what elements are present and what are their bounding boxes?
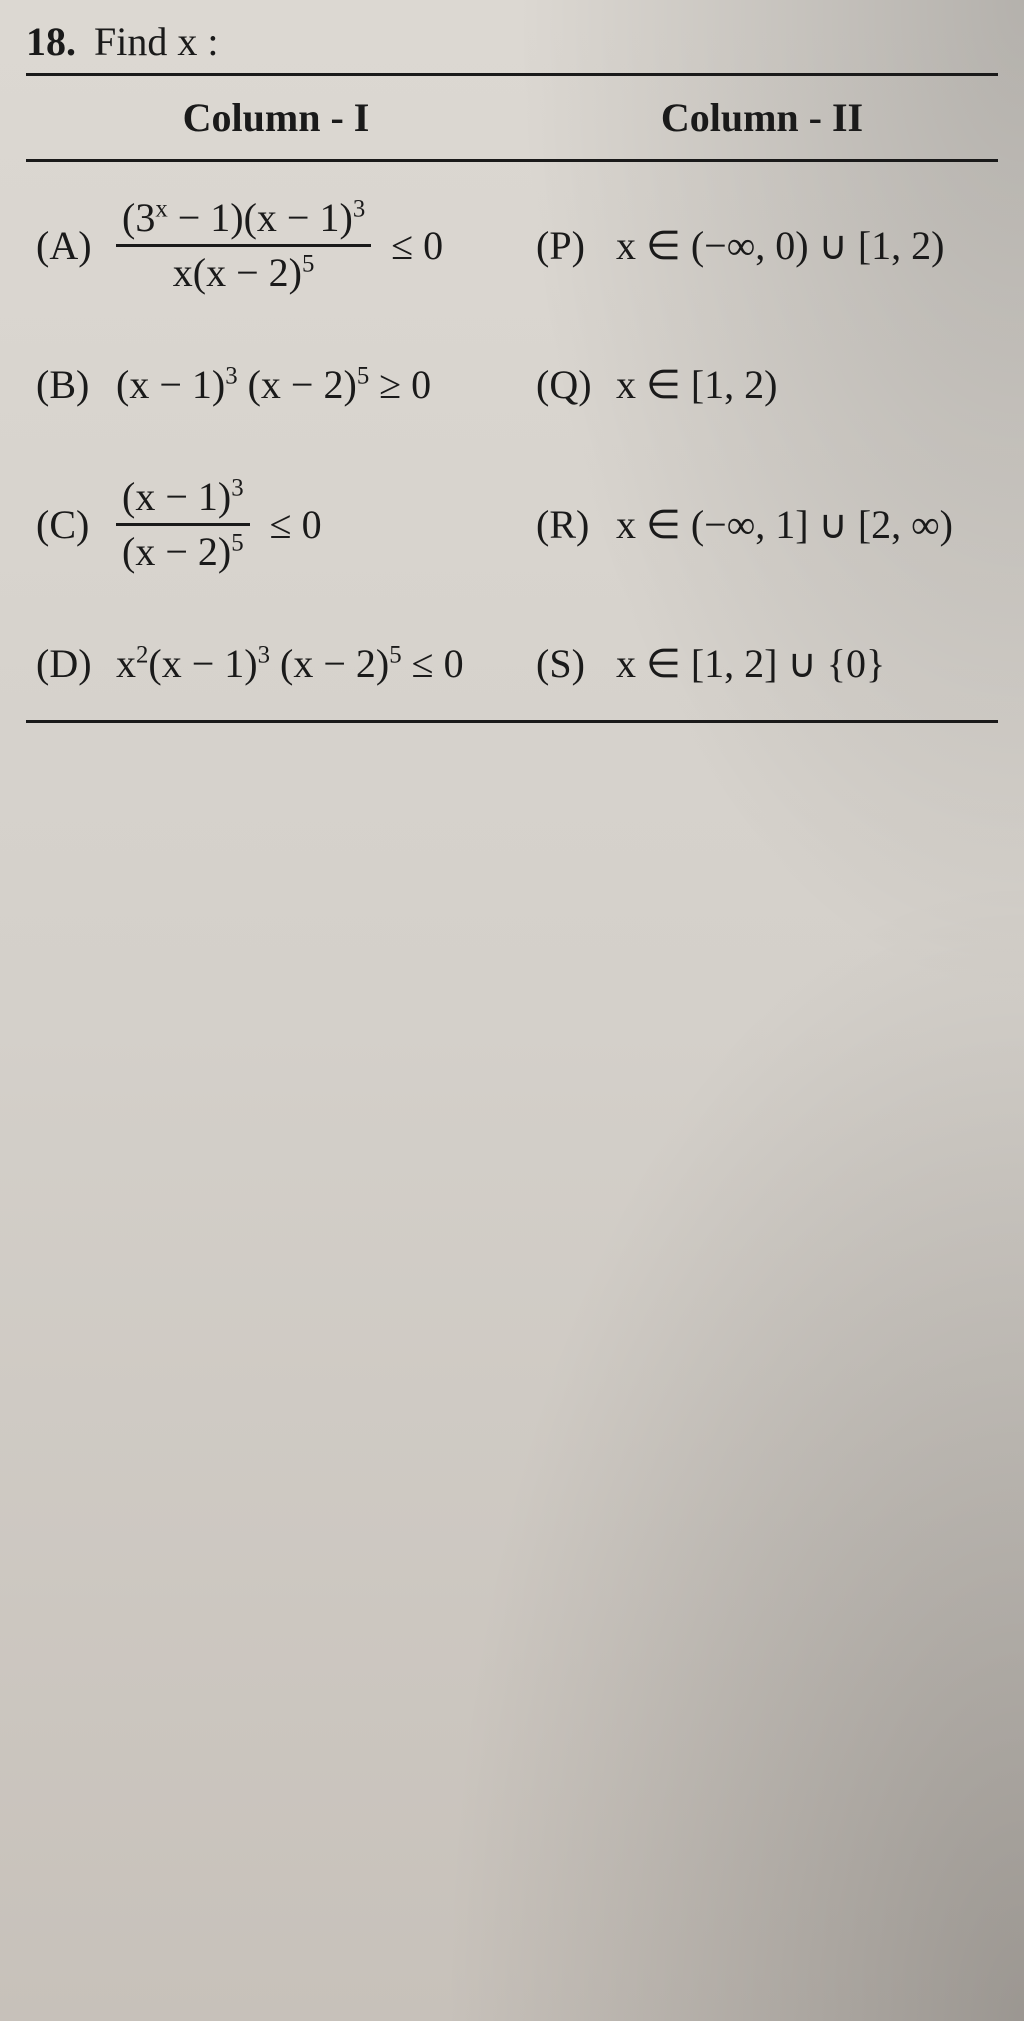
row-c-denominator: (x − 2)5 (116, 528, 250, 576)
rule-bottom (26, 720, 998, 723)
question-prompt: Find x : (94, 18, 218, 65)
row-d-right-label: (S) (526, 608, 606, 720)
table-header-row: Column - I Column - II (26, 76, 998, 161)
row-a-left-label: (A) (26, 161, 106, 330)
row-c-right-label: (R) (526, 441, 606, 608)
question-number: 18. (26, 18, 76, 65)
fraction-bar (116, 523, 250, 526)
row-c-left-expr: (x − 1)3 (x − 2)5 ≤ 0 (106, 441, 526, 608)
row-b-right-expr: x ∈ [1, 2) (606, 329, 998, 441)
row-a-left-expr: (3x − 1)(x − 1)3 x(x − 2)5 ≤ 0 (106, 161, 526, 330)
row-a-numerator: (3x − 1)(x − 1)3 (116, 194, 371, 242)
row-c-fraction: (x − 1)3 (x − 2)5 (116, 473, 250, 576)
column1-header: Column - I (26, 76, 526, 161)
row-a-relation: ≤ 0 (391, 222, 443, 270)
row-d-right-expr: x ∈ [1, 2] ∪ {0} (606, 608, 998, 720)
question-line: 18. Find x : (26, 18, 998, 65)
row-a-right-label: (P) (526, 161, 606, 330)
row-a-fraction: (3x − 1)(x − 1)3 x(x − 2)5 (116, 194, 371, 297)
row-d-left-expr: x2(x − 1)3 (x − 2)5 ≤ 0 (106, 608, 526, 720)
row-c-right-expr: x ∈ (−∞, 1] ∪ [2, ∞) (606, 441, 998, 608)
table-row: (A) (3x − 1)(x − 1)3 x(x − 2)5 ≤ 0 (P) x… (26, 161, 998, 330)
row-c-left-label: (C) (26, 441, 106, 608)
row-b-left-label: (B) (26, 329, 106, 441)
table-row: (B) (x − 1)3 (x − 2)5 ≥ 0 (Q) x ∈ [1, 2) (26, 329, 998, 441)
row-b-right-label: (Q) (526, 329, 606, 441)
table-row: (D) x2(x − 1)3 (x − 2)5 ≤ 0 (S) x ∈ [1, … (26, 608, 998, 720)
row-c-numerator: (x − 1)3 (116, 473, 250, 521)
table-row: (C) (x − 1)3 (x − 2)5 ≤ 0 (R) x ∈ (−∞, 1… (26, 441, 998, 608)
row-a-denominator: x(x − 2)5 (167, 249, 321, 297)
row-a-right-expr: x ∈ (−∞, 0) ∪ [1, 2) (606, 161, 998, 330)
row-c-relation: ≤ 0 (270, 501, 322, 549)
row-b-left-expr: (x − 1)3 (x − 2)5 ≥ 0 (106, 329, 526, 441)
fraction-bar (116, 244, 371, 247)
column2-header: Column - II (526, 76, 998, 161)
match-table: Column - I Column - II (A) (3x − 1)(x − … (26, 76, 998, 720)
row-d-left-label: (D) (26, 608, 106, 720)
page: 18. Find x : Column - I Column - II (A) … (0, 0, 1024, 2021)
